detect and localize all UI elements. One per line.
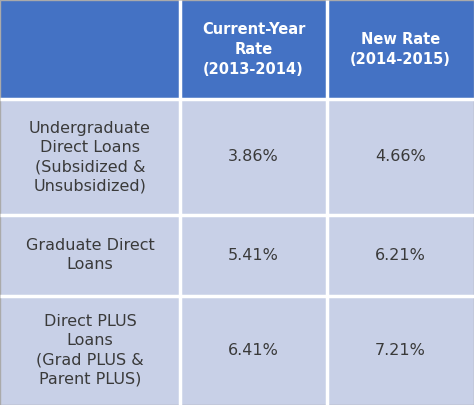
Bar	[0, 99, 180, 215]
Bar	[327, 215, 474, 296]
Bar	[180, 215, 327, 296]
Text: 6.41%: 6.41%	[228, 343, 279, 358]
Text: Current-Year
Rate
(2013-2014): Current-Year Rate (2013-2014)	[202, 22, 305, 77]
Text: New Rate
(2014-2015): New Rate (2014-2015)	[350, 32, 451, 67]
Text: 5.41%: 5.41%	[228, 247, 279, 263]
Text: Graduate Direct
Loans: Graduate Direct Loans	[26, 238, 155, 272]
Bar	[0, 0, 180, 99]
Bar	[327, 296, 474, 405]
Bar	[0, 215, 180, 296]
Text: 3.86%: 3.86%	[228, 149, 279, 164]
Text: 7.21%: 7.21%	[375, 343, 426, 358]
Text: Direct PLUS
Loans
(Grad PLUS &
Parent PLUS): Direct PLUS Loans (Grad PLUS & Parent PL…	[36, 314, 144, 387]
Bar	[0, 296, 180, 405]
Bar	[180, 99, 327, 215]
Text: Undergraduate
Direct Loans
(Subsidized &
Unsubsidized): Undergraduate Direct Loans (Subsidized &…	[29, 121, 151, 193]
Text: 6.21%: 6.21%	[375, 247, 426, 263]
Text: 4.66%: 4.66%	[375, 149, 426, 164]
Bar	[180, 296, 327, 405]
Bar	[327, 0, 474, 99]
Bar	[180, 0, 327, 99]
Bar	[327, 99, 474, 215]
